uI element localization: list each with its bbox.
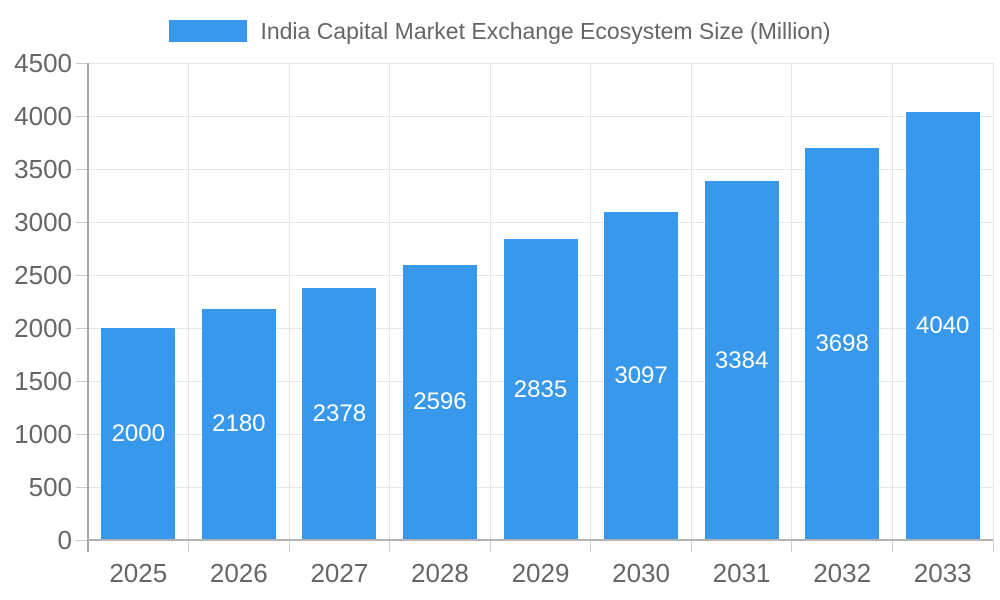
bar-value-label: 3384 xyxy=(714,346,769,374)
x-axis-label: 2025 xyxy=(109,558,168,588)
y-tick xyxy=(76,221,88,223)
bar-value-label: 2378 xyxy=(312,399,367,427)
y-tick xyxy=(76,539,88,541)
y-tick xyxy=(76,62,88,64)
x-tick xyxy=(489,540,491,552)
bar-2029[interactable] xyxy=(503,239,578,540)
bar-value-label: 2000 xyxy=(111,420,165,447)
x-tick xyxy=(690,540,692,552)
x-gridline xyxy=(891,63,893,540)
y-gridline xyxy=(88,115,993,117)
y-axis-label: 3500 xyxy=(14,154,72,184)
y-gridline xyxy=(88,221,993,223)
x-gridline xyxy=(590,63,592,540)
x-axis-label: 2030 xyxy=(612,558,670,588)
bar-2026[interactable] xyxy=(201,308,276,540)
y-axis-label: 1500 xyxy=(14,366,72,396)
x-tick xyxy=(992,540,994,552)
x-gridline xyxy=(288,63,290,540)
y-tick xyxy=(76,115,88,117)
y-axis-label: 0 xyxy=(57,525,72,555)
y-axis-label: 2500 xyxy=(14,260,72,290)
bar-2025[interactable] xyxy=(101,328,176,540)
bar-2031[interactable] xyxy=(704,181,779,540)
y-tick xyxy=(76,486,88,488)
x-tick xyxy=(389,540,391,552)
y-tick xyxy=(76,380,88,382)
x-gridline xyxy=(389,63,391,540)
y-axis-label: 1000 xyxy=(14,419,72,449)
legend-swatch xyxy=(169,20,248,42)
x-tick xyxy=(590,540,592,552)
bar-value-label: 3698 xyxy=(815,330,869,357)
x-axis-label: 2031 xyxy=(712,558,771,588)
y-tick xyxy=(76,168,88,170)
legend[interactable]: India Capital Market Exchange Ecosystem … xyxy=(0,16,1000,46)
x-gridline xyxy=(992,63,994,540)
x-tick xyxy=(891,540,893,552)
bar-value-label: 2180 xyxy=(212,410,266,438)
x-axis-label: 2033 xyxy=(913,558,972,588)
bar-2027[interactable] xyxy=(302,287,377,540)
y-axis-label: 2000 xyxy=(14,313,72,343)
legend-label: India Capital Market Exchange Ecosystem … xyxy=(260,17,831,44)
x-tick xyxy=(791,540,793,552)
y-axis-label: 4000 xyxy=(14,101,72,131)
bar-value-label: 2835 xyxy=(513,375,568,403)
x-axis-label: 2027 xyxy=(310,558,369,588)
y-axis-label: 500 xyxy=(28,472,72,502)
x-axis-label: 2026 xyxy=(209,558,268,588)
bar-2028[interactable] xyxy=(402,264,477,540)
x-gridline xyxy=(690,63,692,540)
x-axis-line xyxy=(88,539,993,541)
bar-value-label: 2596 xyxy=(413,388,467,416)
bar-value-label: 3097 xyxy=(614,361,668,389)
y-tick xyxy=(76,327,88,329)
y-gridline xyxy=(88,62,993,64)
y-axis-line xyxy=(87,63,89,552)
x-gridline xyxy=(791,63,793,540)
bar-2033[interactable] xyxy=(905,111,980,540)
y-tick xyxy=(76,433,88,435)
x-axis-label: 2032 xyxy=(813,558,872,588)
x-axis-label: 2028 xyxy=(411,558,469,588)
x-axis-label: 2029 xyxy=(511,558,570,588)
x-tick xyxy=(188,540,190,552)
y-tick xyxy=(76,274,88,276)
bar-2030[interactable] xyxy=(604,211,679,540)
x-gridline xyxy=(489,63,491,540)
x-gridline xyxy=(188,63,190,540)
x-tick xyxy=(288,540,290,552)
y-gridline xyxy=(88,168,993,170)
y-axis-label: 4500 xyxy=(14,48,72,78)
bar-2032[interactable] xyxy=(805,148,880,540)
bar-value-label: 4040 xyxy=(916,311,970,339)
y-axis-label: 3000 xyxy=(14,207,72,237)
